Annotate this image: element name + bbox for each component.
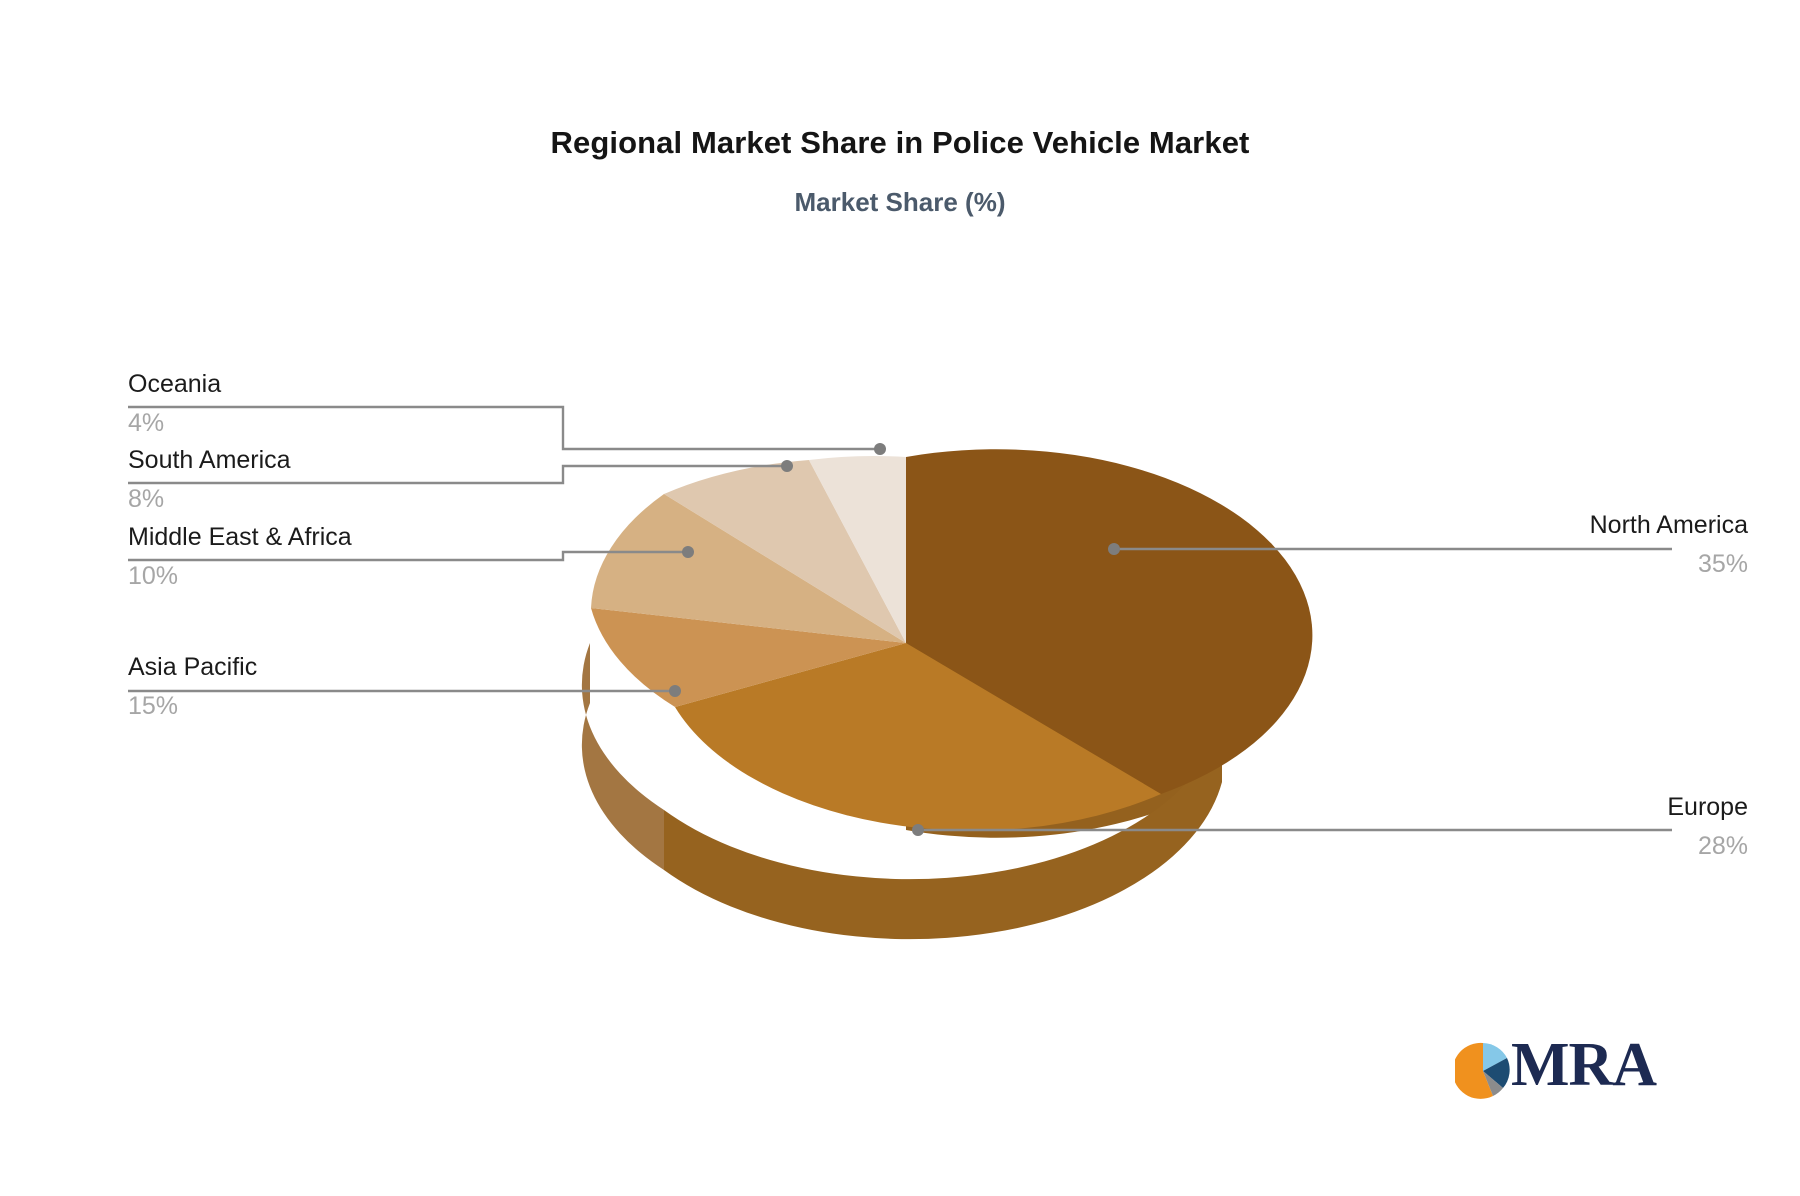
pie-slice-asia-pacific	[591, 608, 906, 707]
chart-subtitle: Market Share (%)	[794, 187, 1006, 217]
chart-title: Regional Market Share in Police Vehicle …	[550, 125, 1250, 160]
leader-dot-north-america	[1108, 543, 1120, 555]
callout-label-north-america: North America	[1589, 511, 1748, 539]
leader-line-south-america	[128, 464, 787, 485]
mra-logo: MRA	[1452, 1034, 1670, 1112]
callout-value-europe: 28%	[1697, 832, 1748, 860]
leader-dot-middle-east-africa	[682, 546, 694, 558]
pie-slice-oceania	[809, 456, 906, 643]
leader-lines	[128, 405, 1672, 836]
callout-label-europe: Europe	[1667, 793, 1748, 821]
pie-slice-middle-east-africa	[591, 494, 906, 643]
leader-dot-europe	[912, 824, 924, 836]
callout-value-south-america: 8%	[128, 485, 165, 513]
callout-label-middle-east-africa: Middle East & Africa	[128, 523, 352, 551]
callout-value-north-america: 35%	[1697, 550, 1748, 578]
callout-value-asia-pacific: 15%	[128, 692, 179, 720]
leader-dot-asia-pacific	[669, 685, 681, 697]
leader-dot-oceania	[874, 443, 886, 455]
callout-south-america[interactable]: South America 8%	[128, 448, 291, 512]
logo-wordmark: MRA	[1511, 1031, 1657, 1099]
pie-top-face	[591, 449, 1313, 831]
callout-asia-pacific[interactable]: Asia Pacific 15%	[128, 655, 257, 719]
pie-slice-europe	[675, 643, 1161, 831]
pie-side-europe-front	[664, 722, 1222, 940]
leader-line-middle-east-africa	[128, 550, 688, 562]
logo-pie-chart-icon	[1452, 1042, 1510, 1099]
callout-oceania[interactable]: Oceania 4%	[128, 372, 221, 436]
callout-label-asia-pacific: Asia Pacific	[128, 653, 258, 681]
leader-line-oceania	[128, 405, 880, 451]
callout-value-middle-east-africa: 10%	[128, 562, 179, 590]
callout-label-south-america: South America	[128, 446, 291, 474]
callout-north-america[interactable]: North America 35%	[1590, 513, 1748, 577]
pie-side-asia-pacific	[581, 643, 664, 870]
pie-slice-south-america	[664, 460, 906, 643]
pie-slice-north-america	[906, 449, 1313, 794]
leader-dot-south-america	[781, 460, 793, 472]
callout-label-oceania: Oceania	[128, 370, 222, 398]
callout-middle-east-africa[interactable]: Middle East & Africa 10%	[128, 525, 352, 589]
callout-value-oceania: 4%	[128, 409, 165, 437]
callout-europe[interactable]: Europe 28%	[1667, 795, 1748, 859]
